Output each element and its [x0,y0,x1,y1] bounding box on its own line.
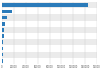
Bar [2,52,97,58]
Bar [2,33,97,39]
Bar [2,22,5,26]
Bar [2,27,97,33]
Bar [2,3,88,7]
Bar [2,47,3,50]
Bar [2,45,97,52]
Bar [2,16,7,19]
Bar [2,40,3,44]
Bar [2,28,4,32]
Bar [2,2,97,8]
Bar [2,34,4,38]
Bar [2,58,97,64]
Bar [2,53,3,57]
Bar [2,39,97,45]
Bar [2,10,12,13]
Bar [2,14,97,21]
Bar [2,21,97,27]
Bar [2,8,97,14]
